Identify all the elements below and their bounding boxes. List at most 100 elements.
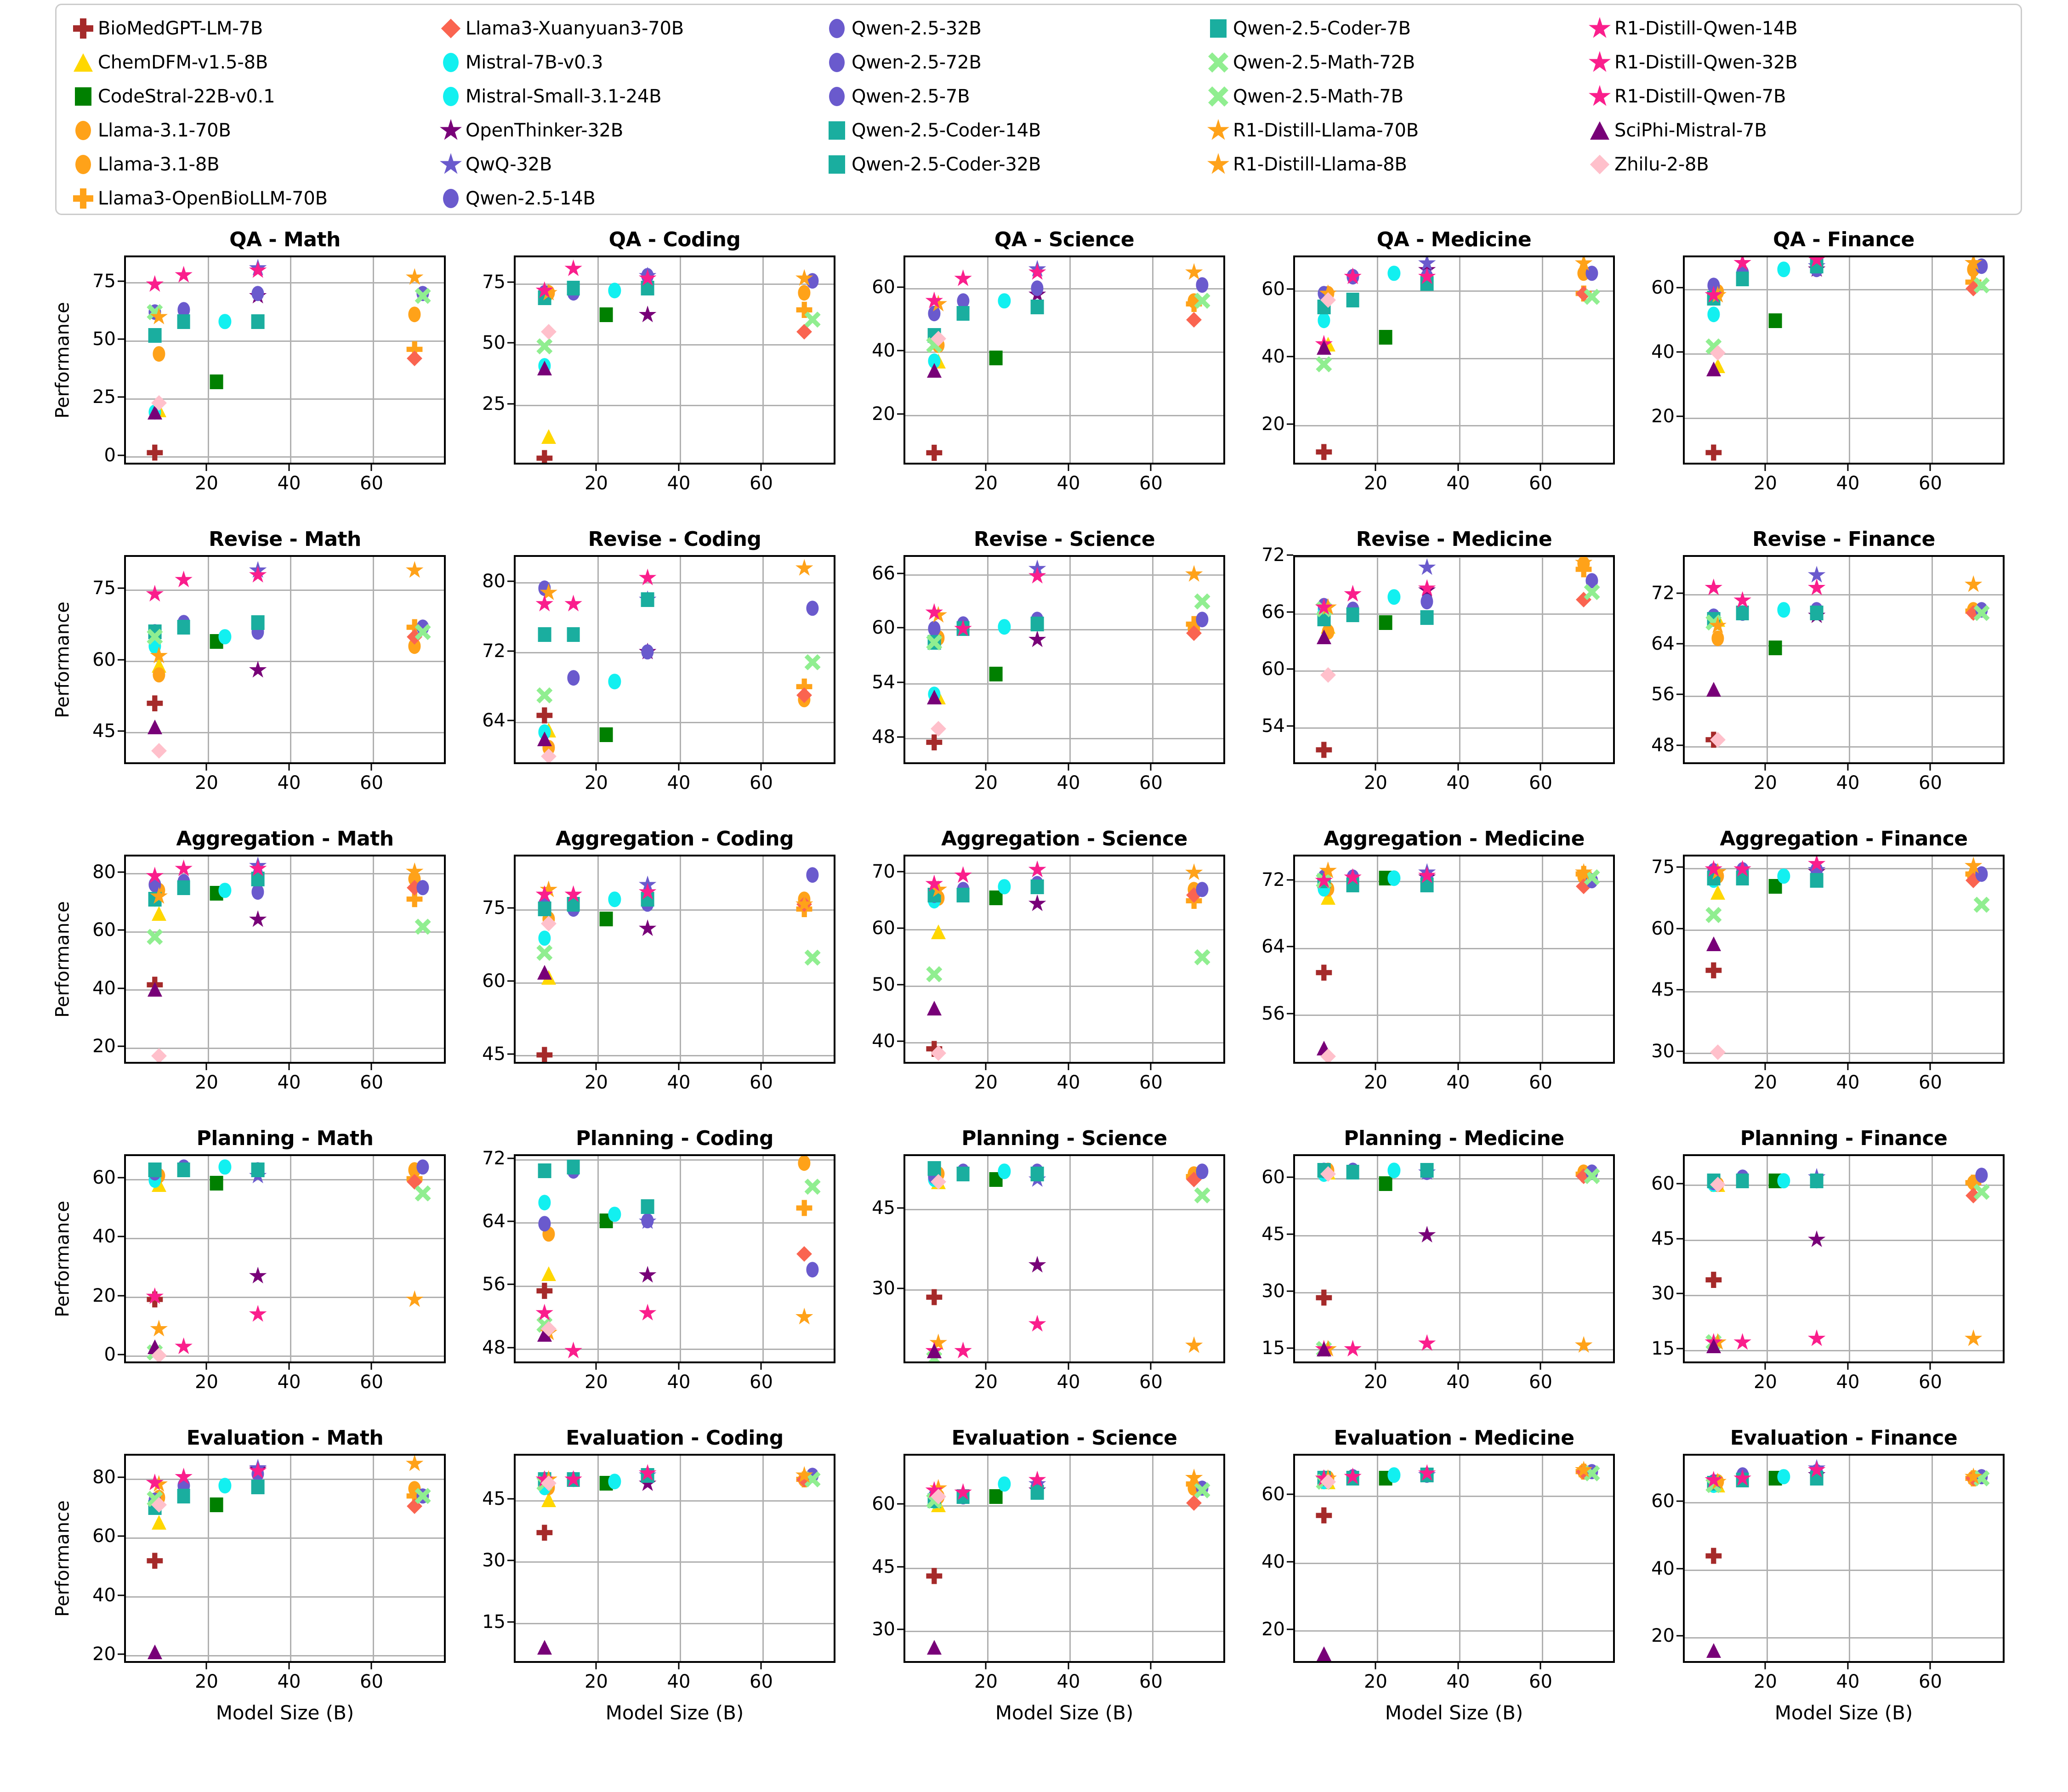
star-marker-icon — [1185, 863, 1203, 880]
x-tick-label: 40 — [1057, 1372, 1080, 1393]
legend-item[interactable]: Llama3-OpenBioLLM-70B — [68, 181, 436, 215]
data-point — [954, 269, 972, 289]
legend-item[interactable]: Qwen-2.5-72B — [822, 45, 1204, 79]
legend-item[interactable]: Qwen-2.5-Math-72B — [1204, 45, 1585, 79]
legend-item[interactable]: CodeStral-22B-v0.1 — [68, 79, 436, 113]
legend-item[interactable]: R1-Distill-Qwen-7B — [1585, 79, 1907, 113]
legend-item[interactable]: R1-Distill-Qwen-32B — [1585, 45, 1907, 79]
x-tick-label: 40 — [667, 772, 691, 794]
star-marker-icon — [1028, 860, 1046, 878]
legend-item[interactable]: BioMedGPT-LM-7B — [68, 11, 436, 45]
x-tick-label: 40 — [1057, 772, 1080, 794]
legend-item[interactable]: Llama-3.1-8B — [68, 147, 436, 181]
triangle-marker-icon — [1316, 1341, 1331, 1356]
legend-item[interactable]: Qwen-2.5-14B — [436, 181, 822, 215]
legend-item[interactable]: Mistral-7B-v0.3 — [436, 45, 822, 79]
circle-marker-icon — [1387, 1163, 1400, 1178]
y-tick-label: 64 — [1651, 633, 1675, 655]
legend-item[interactable]: Qwen-2.5-Math-7B — [1204, 79, 1585, 113]
x-tick-label: 20 — [195, 772, 218, 794]
gridline-vertical — [207, 1156, 209, 1361]
data-point — [1316, 1289, 1332, 1308]
data-point — [1344, 1467, 1362, 1488]
circle-marker-icon — [806, 867, 819, 883]
data-point — [538, 902, 551, 918]
legend-item[interactable]: R1-Distill-Llama-70B — [1204, 113, 1585, 147]
star-marker-icon — [249, 566, 267, 583]
star-marker-icon — [564, 259, 582, 276]
data-point — [795, 559, 813, 579]
x-tick-label: 20 — [974, 1072, 998, 1093]
legend-item[interactable]: QwQ-32B — [436, 147, 822, 181]
data-point — [1316, 340, 1331, 357]
legend-item[interactable]: R1-Distill-Llama-8B — [1204, 147, 1585, 181]
y-tick-mark — [507, 1220, 514, 1222]
gridline-horizontal — [1685, 1240, 2003, 1242]
data-point — [998, 293, 1011, 311]
gridline-vertical — [987, 1156, 989, 1361]
legend-item[interactable]: Qwen-2.5-Coder-7B — [1204, 11, 1585, 45]
gridline-horizontal — [905, 1630, 1223, 1632]
gridline-vertical — [1376, 257, 1378, 463]
data-point — [405, 862, 424, 883]
data-point — [416, 1159, 429, 1177]
gridline-vertical — [1069, 1156, 1071, 1361]
data-point — [251, 884, 264, 902]
legend-item[interactable]: OpenThinker-32B — [436, 113, 822, 147]
legend-item[interactable]: R1-Distill-Qwen-14B — [1585, 11, 1907, 45]
y-tick-mark — [118, 929, 124, 931]
x-tick-mark — [678, 1064, 680, 1070]
data-point — [210, 1175, 223, 1192]
y-tick-mark — [897, 1503, 903, 1505]
gridline-vertical — [1459, 1456, 1461, 1661]
legend-marker — [68, 188, 98, 209]
data-point — [1344, 1339, 1362, 1360]
gridline-vertical — [1376, 557, 1378, 762]
legend-item[interactable]: ChemDFM-v1.5-8B — [68, 45, 436, 79]
square-marker-icon — [210, 374, 223, 389]
y-tick-mark — [1676, 592, 1683, 594]
legend-marker — [1585, 154, 1614, 175]
legend-item[interactable]: Qwen-2.5-32B — [822, 11, 1204, 45]
star-marker-icon — [1704, 286, 1723, 303]
star-marker-icon — [1575, 1336, 1593, 1353]
x-marker-icon — [147, 629, 163, 645]
data-point — [1194, 1187, 1210, 1205]
gridline-horizontal — [1685, 645, 2003, 646]
gridline-vertical — [1849, 257, 1851, 463]
gridline-vertical — [1541, 557, 1543, 762]
star-marker-icon — [150, 1320, 168, 1337]
data-point — [1964, 1467, 1983, 1488]
legend-item[interactable]: Qwen-2.5-Coder-32B — [822, 147, 1204, 181]
gridline-vertical — [1849, 1456, 1851, 1661]
legend-item[interactable]: Llama-3.1-70B — [68, 113, 436, 147]
data-point — [1810, 873, 1824, 890]
gridline-vertical — [680, 1456, 682, 1661]
data-point — [538, 627, 551, 644]
star-marker-icon — [1418, 1334, 1436, 1351]
y-tick-mark — [507, 1347, 514, 1349]
legend-item[interactable]: Mistral-Small-3.1-24B — [436, 79, 822, 113]
star-marker-icon — [1185, 1469, 1203, 1486]
legend-item[interactable]: Zhilu-2-8B — [1585, 147, 1907, 181]
subplot-title: QA - Finance — [1773, 228, 1915, 251]
square-marker-icon — [1420, 610, 1434, 625]
data-point — [608, 1206, 621, 1224]
diamond-marker-icon — [1320, 667, 1336, 683]
circle-marker-icon — [1387, 870, 1400, 886]
gridline-horizontal — [1295, 881, 1613, 883]
legend-item[interactable]: Llama3-Xuanyuan3-70B — [436, 11, 822, 45]
data-point — [150, 307, 168, 328]
x-tick-mark — [370, 1663, 372, 1669]
y-tick-label: 60 — [872, 617, 895, 639]
x-tick-mark — [1068, 465, 1069, 471]
gridline-horizontal — [516, 982, 834, 984]
square-marker-icon — [567, 280, 580, 295]
y-tick-label: 50 — [92, 329, 116, 350]
legend-item[interactable]: Qwen-2.5-Coder-14B — [822, 113, 1204, 147]
y-tick-mark — [507, 907, 514, 909]
data-point — [151, 1347, 167, 1361]
legend-item[interactable]: Qwen-2.5-7B — [822, 79, 1204, 113]
legend-item[interactable]: SciPhi-Mistral-7B — [1585, 113, 1907, 147]
plus-marker-icon — [1316, 1507, 1332, 1524]
